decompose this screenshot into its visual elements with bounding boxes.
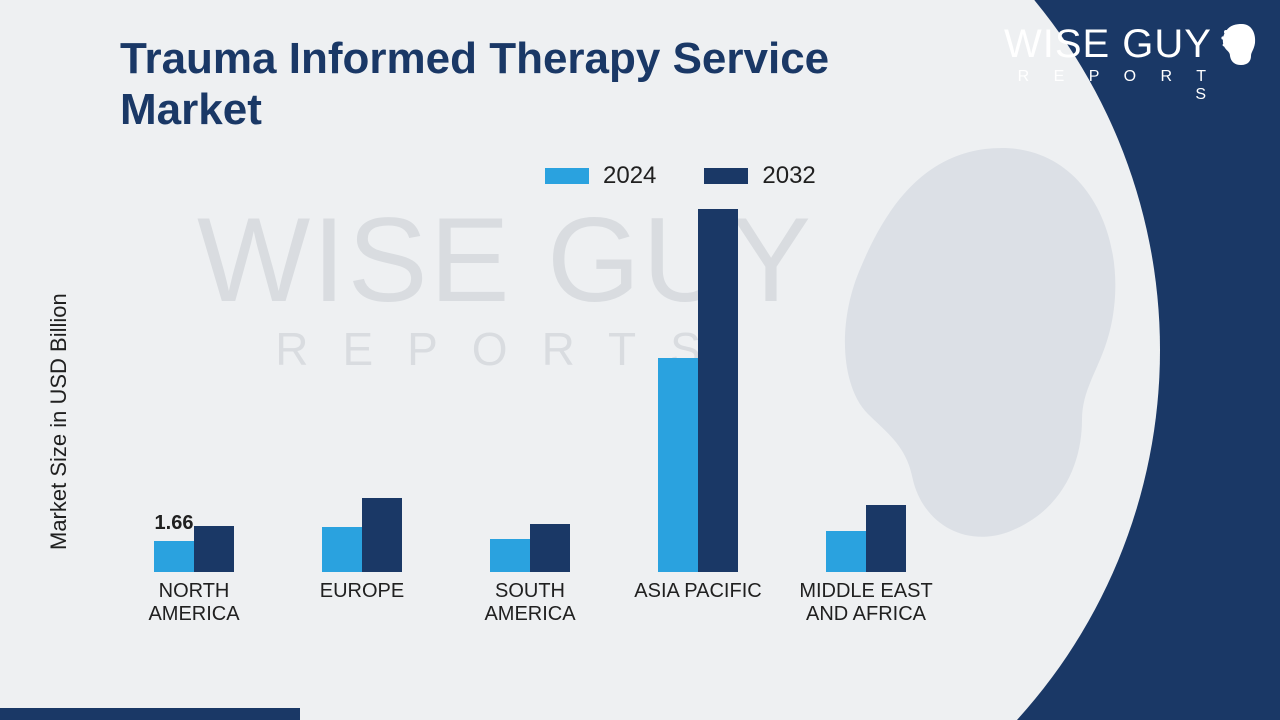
x-axis-category-label: ASIA PACIFIC <box>618 580 778 603</box>
brand-logo-text: WISE GUY <box>1004 24 1212 64</box>
bar-value-label: 1.66 <box>155 512 194 535</box>
legend-label: 2024 <box>603 162 656 190</box>
bar-y2024 <box>490 539 530 572</box>
bar-y2032 <box>194 526 234 573</box>
bar-group: SOUTH AMERICA <box>470 524 590 572</box>
bar-y2024 <box>322 527 362 572</box>
bar-y2024 <box>658 358 698 572</box>
bottom-accent-bar <box>0 708 300 720</box>
bar-y2024 <box>826 531 866 572</box>
bar-y2032 <box>530 524 570 572</box>
x-axis-category-label: MIDDLE EAST AND AFRICA <box>786 580 946 626</box>
bar-y2032 <box>362 498 402 572</box>
bar-group: ASIA PACIFIC <box>638 209 758 572</box>
legend-item-y2032: 2032 <box>704 162 815 190</box>
brand-logo: WISE GUY R E P O R T S <box>986 22 1256 104</box>
bar-group: MIDDLE EAST AND AFRICA <box>806 505 926 572</box>
bar-y2024 <box>154 541 194 572</box>
x-axis-category-label: EUROPE <box>282 580 442 603</box>
bar-y2032 <box>866 505 906 572</box>
x-axis-category-label: NORTH AMERICA <box>114 580 274 626</box>
legend-swatch <box>545 168 589 184</box>
chart-legend: 2024 2032 <box>545 162 816 190</box>
legend-label: 2032 <box>762 162 815 190</box>
legend-item-y2024: 2024 <box>545 162 656 190</box>
brand-head-icon <box>1218 22 1256 66</box>
x-axis-category-label: SOUTH AMERICA <box>450 580 610 626</box>
bar-group: 1.66NORTH AMERICA <box>134 526 254 573</box>
bar-y2032 <box>698 209 738 572</box>
legend-swatch <box>704 168 748 184</box>
chart-title: Trauma Informed Therapy Service Market <box>120 34 880 135</box>
y-axis-label: Market Size in USD Billion <box>46 293 72 550</box>
bar-group: EUROPE <box>302 498 422 572</box>
brand-logo-subtext: R E P O R T S <box>986 68 1216 104</box>
chart-plot-area: 1.66NORTH AMERICA EUROPE SOUTH AMERICA ASIA… <box>110 200 950 572</box>
